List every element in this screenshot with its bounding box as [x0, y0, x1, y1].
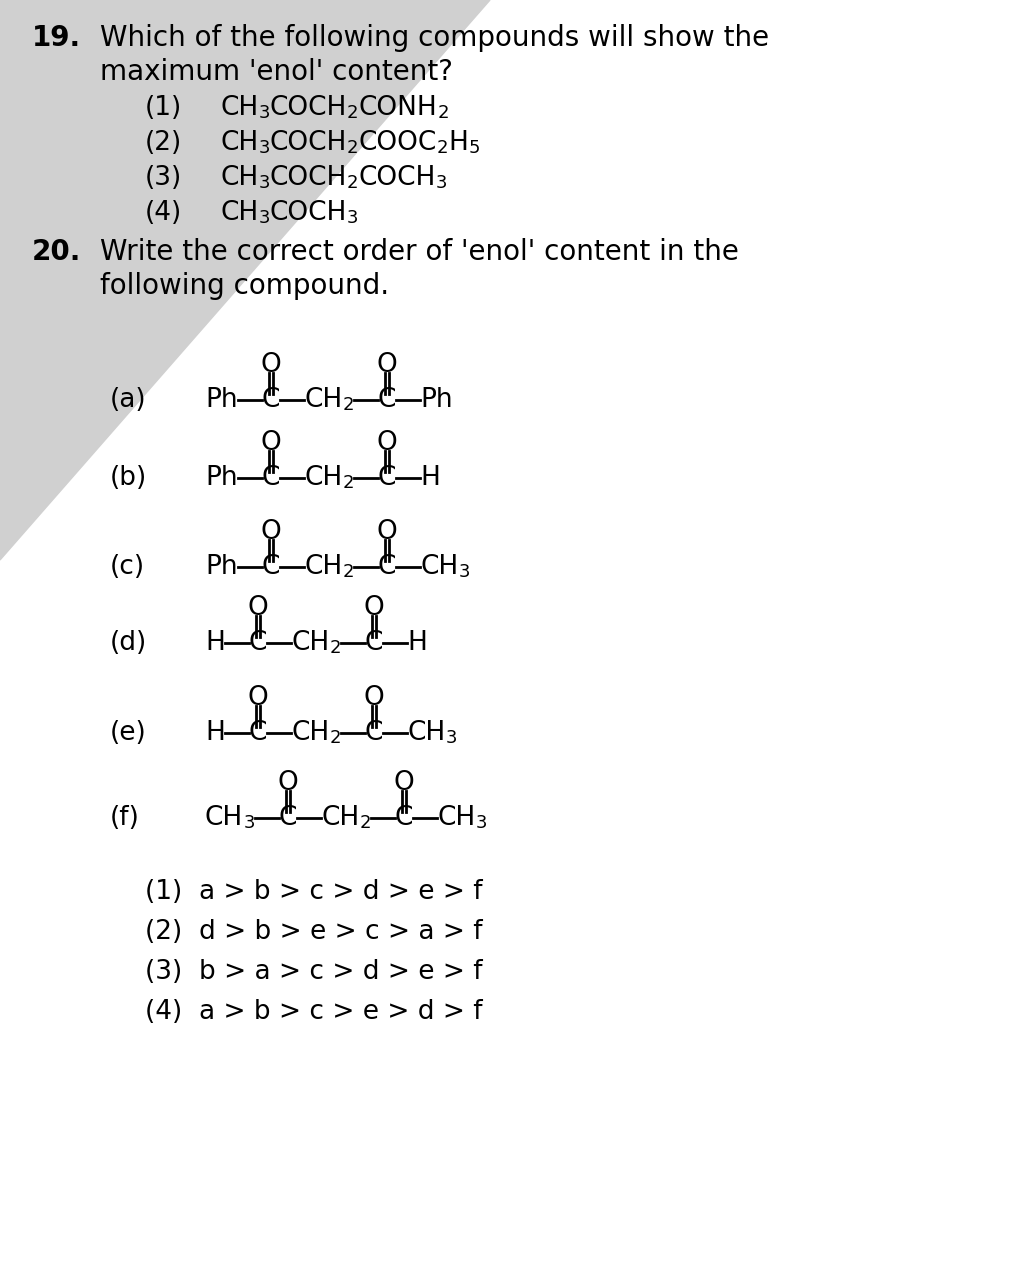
Text: C: C — [279, 805, 297, 831]
Text: O: O — [377, 519, 397, 544]
Text: CH: CH — [291, 720, 330, 745]
Text: C: C — [378, 387, 396, 413]
Text: 2: 2 — [359, 814, 371, 832]
Text: H: H — [449, 130, 468, 156]
Text: CH: CH — [304, 387, 342, 413]
Text: (1): (1) — [145, 95, 182, 121]
Text: 19.: 19. — [32, 24, 81, 52]
Text: O: O — [364, 595, 385, 621]
Text: C: C — [395, 805, 414, 831]
Text: C: C — [249, 630, 267, 656]
Text: 3: 3 — [475, 814, 487, 832]
Text: 2: 2 — [342, 474, 353, 492]
Text: H: H — [205, 630, 225, 656]
Text: 3: 3 — [258, 174, 269, 192]
Text: (f): (f) — [110, 805, 140, 831]
Text: 5: 5 — [468, 139, 480, 156]
Text: (3)  b > a > c > d > e > f: (3) b > a > c > d > e > f — [145, 959, 482, 985]
Text: (2): (2) — [145, 130, 182, 156]
Text: (a): (a) — [110, 387, 146, 413]
Text: O: O — [377, 352, 397, 378]
Text: CH: CH — [220, 165, 258, 191]
Text: CH: CH — [220, 95, 258, 121]
Text: O: O — [364, 686, 385, 711]
Text: following compound.: following compound. — [100, 272, 389, 300]
Text: Ph: Ph — [420, 387, 453, 413]
Text: CH: CH — [220, 200, 258, 226]
Text: (2)  d > b > e > c > a > f: (2) d > b > e > c > a > f — [145, 918, 482, 945]
Text: (3): (3) — [145, 165, 182, 191]
Text: O: O — [393, 770, 415, 796]
Text: COCH: COCH — [269, 130, 347, 156]
Text: Write the correct order of 'enol' content in the: Write the correct order of 'enol' conten… — [100, 238, 739, 266]
Text: 3: 3 — [445, 729, 457, 747]
Text: C: C — [261, 555, 280, 580]
Text: C: C — [365, 720, 383, 745]
Text: Which of the following compounds will show the: Which of the following compounds will sh… — [100, 24, 769, 52]
Text: 20.: 20. — [32, 238, 81, 266]
Text: Ph: Ph — [205, 387, 238, 413]
Text: 3: 3 — [258, 209, 269, 226]
Text: (b): (b) — [110, 466, 147, 491]
Text: 3: 3 — [258, 139, 269, 156]
Text: Ph: Ph — [205, 555, 238, 580]
Text: 3: 3 — [436, 174, 447, 192]
Text: CH: CH — [291, 630, 330, 656]
Text: O: O — [260, 430, 282, 455]
Text: (d): (d) — [110, 630, 147, 656]
Text: C: C — [365, 630, 383, 656]
Text: CH: CH — [205, 805, 244, 831]
Text: O: O — [377, 430, 397, 455]
Text: COCH: COCH — [358, 165, 436, 191]
Text: maximum 'enol' content?: maximum 'enol' content? — [100, 59, 453, 86]
Text: O: O — [278, 770, 298, 796]
Text: H: H — [205, 720, 225, 745]
Text: O: O — [260, 519, 282, 544]
Text: COCH: COCH — [269, 200, 347, 226]
Text: CH: CH — [220, 130, 258, 156]
Text: 2: 2 — [342, 563, 353, 581]
Text: C: C — [249, 720, 267, 745]
Text: C: C — [261, 466, 280, 491]
Text: H: H — [420, 466, 440, 491]
Text: C: C — [378, 555, 396, 580]
Text: COCH: COCH — [269, 165, 347, 191]
Text: H: H — [408, 630, 427, 656]
Text: 2: 2 — [347, 174, 358, 192]
Text: 3: 3 — [347, 209, 358, 226]
Text: O: O — [248, 686, 268, 711]
Text: CH: CH — [304, 466, 342, 491]
Text: O: O — [248, 595, 268, 621]
Text: CH: CH — [420, 555, 459, 580]
Text: 2: 2 — [347, 139, 358, 156]
Text: C: C — [378, 466, 396, 491]
Text: (c): (c) — [110, 555, 145, 580]
Text: CH: CH — [304, 555, 342, 580]
Text: 2: 2 — [347, 104, 358, 122]
Text: (1)  a > b > c > d > e > f: (1) a > b > c > d > e > f — [145, 879, 482, 904]
Text: O: O — [260, 352, 282, 378]
Text: 2: 2 — [342, 396, 353, 413]
Text: C: C — [261, 387, 280, 413]
Text: 2: 2 — [330, 729, 341, 747]
Text: COOC: COOC — [358, 130, 437, 156]
Text: COCH: COCH — [269, 95, 347, 121]
Text: CH: CH — [437, 805, 475, 831]
Text: Ph: Ph — [205, 466, 238, 491]
Text: CH: CH — [322, 805, 359, 831]
Text: CH: CH — [408, 720, 445, 745]
Text: 2: 2 — [437, 104, 449, 122]
Text: (e): (e) — [110, 720, 146, 745]
Polygon shape — [0, 0, 490, 560]
Text: 2: 2 — [330, 639, 341, 658]
Text: 2: 2 — [437, 139, 449, 156]
Text: 3: 3 — [258, 104, 269, 122]
Text: (4): (4) — [145, 200, 182, 226]
Text: 3: 3 — [244, 814, 255, 832]
Text: 3: 3 — [459, 563, 470, 581]
Text: CONH: CONH — [358, 95, 437, 121]
Text: (4)  a > b > c > e > d > f: (4) a > b > c > e > d > f — [145, 999, 482, 1025]
